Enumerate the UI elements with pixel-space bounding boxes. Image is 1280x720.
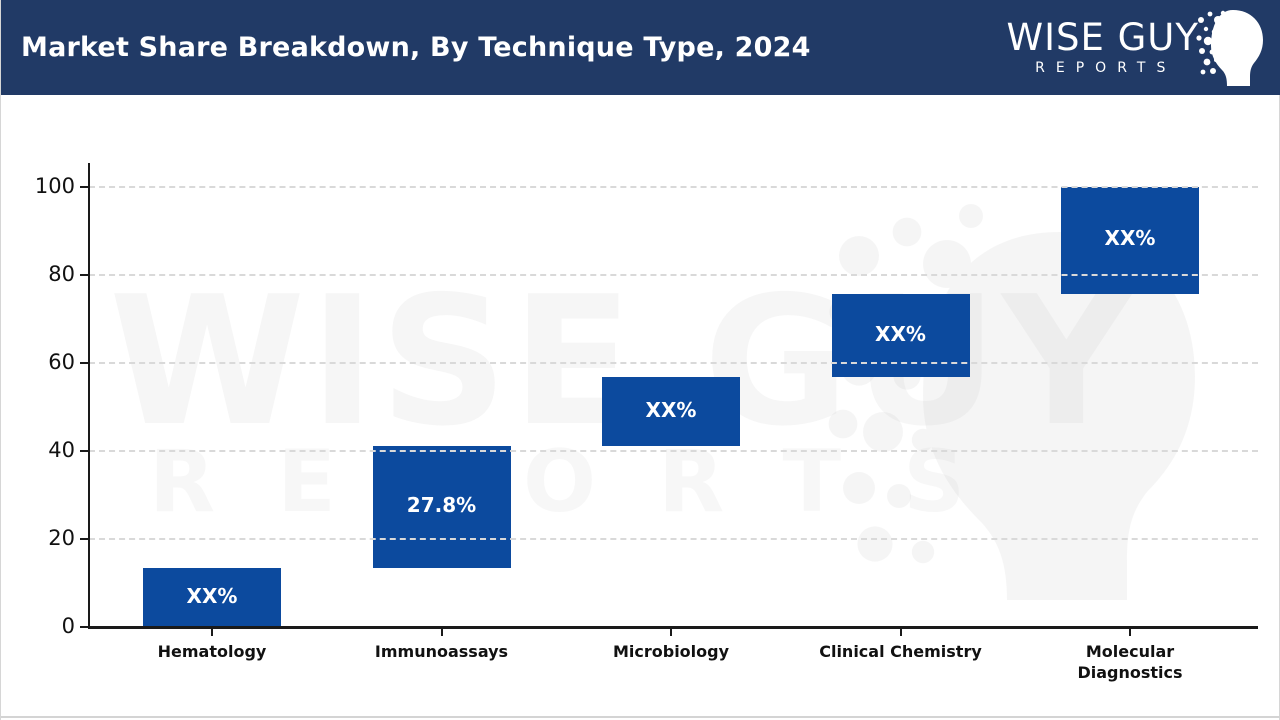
bar-value-label: XX% [875,321,926,346]
x-tick-0 [211,628,213,636]
gridline-80 [89,274,1258,276]
y-tick-20 [80,538,88,540]
bar-value-label: 27.8% [406,493,477,518]
y-tick-label: 0 [61,614,75,638]
page-title: Market Share Breakdown, By Technique Typ… [21,32,811,63]
gridline-40 [89,450,1258,452]
brand-wordmark: WISE GUY [1006,16,1199,59]
x-tick-3 [899,628,902,636]
x-tick-4 [1129,628,1131,636]
page-bottom-rule [1,716,1280,718]
header-bar: Market Share Breakdown, By Technique Typ… [1,0,1280,95]
logo-head-icon [1196,10,1263,86]
brand-logo: WISE GUY REPORTS [1007,8,1267,86]
x-tick-label: Microbiology [612,642,730,661]
bar-hematology [143,568,281,627]
gridline-100 [89,186,1258,188]
y-tick-label: 100 [34,174,75,198]
x-tick-2 [670,628,672,636]
y-tick-40 [80,450,88,452]
x-tick-label: Molecular Diagnostics [1077,642,1183,682]
gridline-20 [89,538,1258,540]
watermark-subtitle: REPORTS [149,432,1028,532]
y-tick-100 [80,186,88,188]
x-tick-1 [440,628,443,636]
y-tick-label: 60 [48,350,75,374]
gridline-60 [89,362,1258,364]
y-tick-label: 80 [48,262,75,286]
x-tick-label: Clinical Chemistry [819,642,982,661]
brand-subtitle: REPORTS [1035,60,1177,76]
x-tick-label: Immunoassays [374,642,509,661]
y-axis-line [88,163,90,627]
y-tick-80 [80,274,88,276]
y-tick-label: 40 [48,438,75,462]
bar-value-label: XX% [1104,226,1156,251]
bar-microbiology [602,377,740,447]
bar-value-label: XX% [645,397,697,422]
x-axis-line [88,626,1258,629]
y-tick-60 [80,362,88,364]
brand-wordmark-block: WISE GUY REPORTS [1006,16,1199,77]
bar-value-label: XX% [186,583,238,608]
bar-immunoassays [372,446,511,569]
waterfall-chart: 0 20 40 60 80 100 XX% Hematology 27.8% Immunoassa… [1,95,1280,720]
x-tick-label: Hematology [157,642,267,661]
bar-molecular-diagnostics [1061,187,1199,294]
y-tick-label: 20 [48,526,75,550]
y-tick-0 [80,626,88,628]
